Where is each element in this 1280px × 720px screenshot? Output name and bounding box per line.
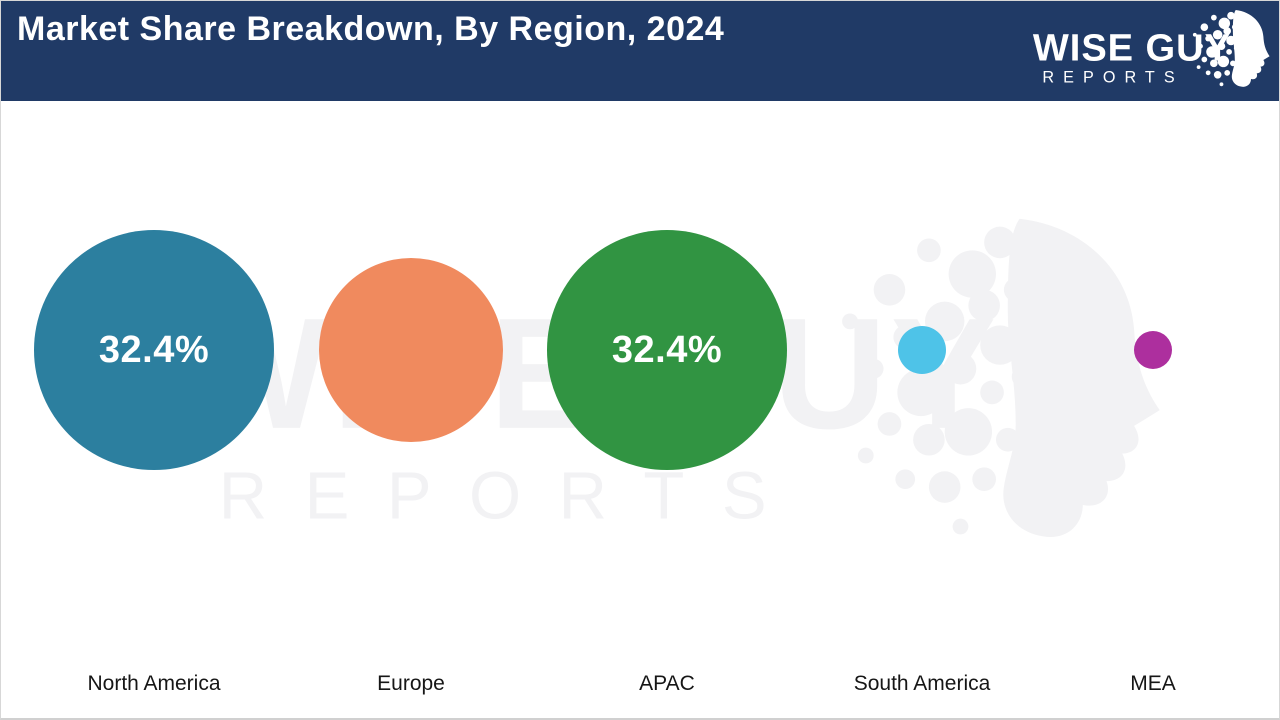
wise-guy-reports-logo: [1031, 6, 1271, 94]
header-bar: Market Share Breakdown, By Region, 2024: [1, 1, 1279, 101]
bubble-south-america: [898, 326, 946, 374]
page-title: Market Share Breakdown, By Region, 2024: [17, 10, 725, 48]
region-label-south-america: South America: [853, 672, 991, 695]
value-label-north-america: 32.4%: [98, 328, 210, 371]
bubble-apac: 32.4%: [547, 230, 787, 470]
bubble-mea: [1134, 331, 1172, 369]
region-label-mea: MEA: [1130, 672, 1176, 695]
region-label-apac: APAC: [639, 672, 695, 695]
region-label-north-america: North America: [87, 672, 221, 695]
value-label-apac: 32.4%: [611, 328, 723, 371]
bubble-europe: [319, 258, 503, 442]
bubble-north-america: 32.4%: [34, 230, 274, 470]
region-label-europe: Europe: [377, 672, 445, 695]
